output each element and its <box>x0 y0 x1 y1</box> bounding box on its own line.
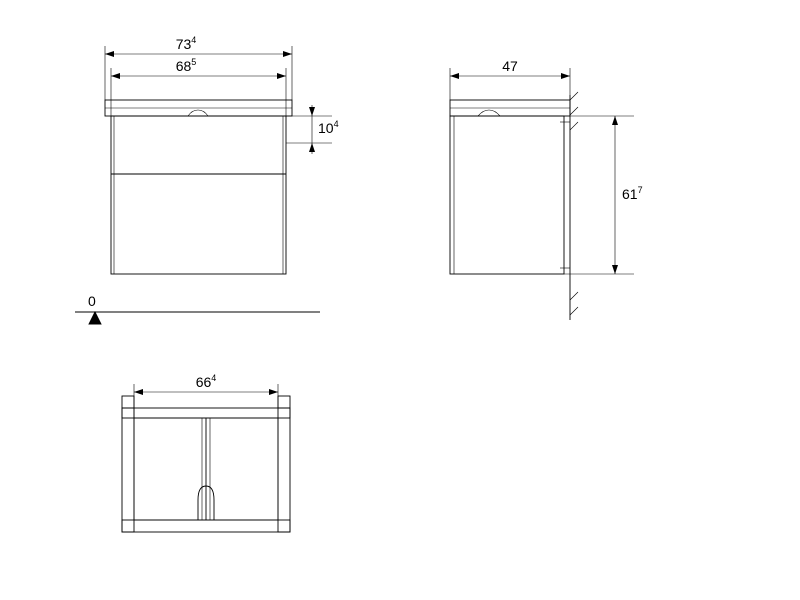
dim-734-main: 73 <box>176 36 192 52</box>
top-right-side <box>278 408 290 532</box>
svg-text:617: 617 <box>622 185 643 202</box>
dim-734: 734 <box>105 35 292 100</box>
side-basin-notch <box>478 110 500 116</box>
dim-685-sup: 5 <box>191 57 196 67</box>
side-view: 47 617 <box>450 58 643 320</box>
dim-664: 664 <box>134 373 278 418</box>
dim-617-sup: 7 <box>638 185 643 195</box>
dim-104-main: 10 <box>318 120 334 136</box>
front-basin-notch <box>188 110 208 116</box>
svg-text:734: 734 <box>176 35 197 52</box>
dim-104-sup: 4 <box>334 119 339 129</box>
technical-drawing: 0 734 685 <box>0 0 800 600</box>
dim-664-main: 66 <box>196 374 212 390</box>
dim-47: 47 <box>450 58 570 100</box>
svg-text:47: 47 <box>502 58 518 74</box>
dim-617-main: 61 <box>622 186 638 202</box>
top-back-rail <box>122 408 290 418</box>
top-post-right <box>278 396 290 408</box>
front-view: 0 734 685 <box>75 35 339 324</box>
zero-label: 0 <box>88 293 96 309</box>
dim-685-main: 68 <box>176 58 192 74</box>
top-view: 664 <box>122 373 290 532</box>
side-cabinet <box>450 116 564 274</box>
svg-text:685: 685 <box>176 57 197 74</box>
svg-text:104: 104 <box>318 119 339 136</box>
top-left-side <box>122 408 134 532</box>
top-front-rail <box>122 520 290 532</box>
dim-664-sup: 4 <box>211 373 216 383</box>
front-cabinet <box>111 116 286 274</box>
svg-text:664: 664 <box>196 373 217 390</box>
dim-617: 617 <box>564 116 643 274</box>
dim-104: 104 <box>286 105 339 154</box>
datum-triangle <box>89 312 101 324</box>
dim-685: 685 <box>111 57 286 116</box>
dim-47-main: 47 <box>502 58 518 74</box>
top-post-left <box>122 396 134 408</box>
dim-734-sup: 4 <box>191 35 196 45</box>
